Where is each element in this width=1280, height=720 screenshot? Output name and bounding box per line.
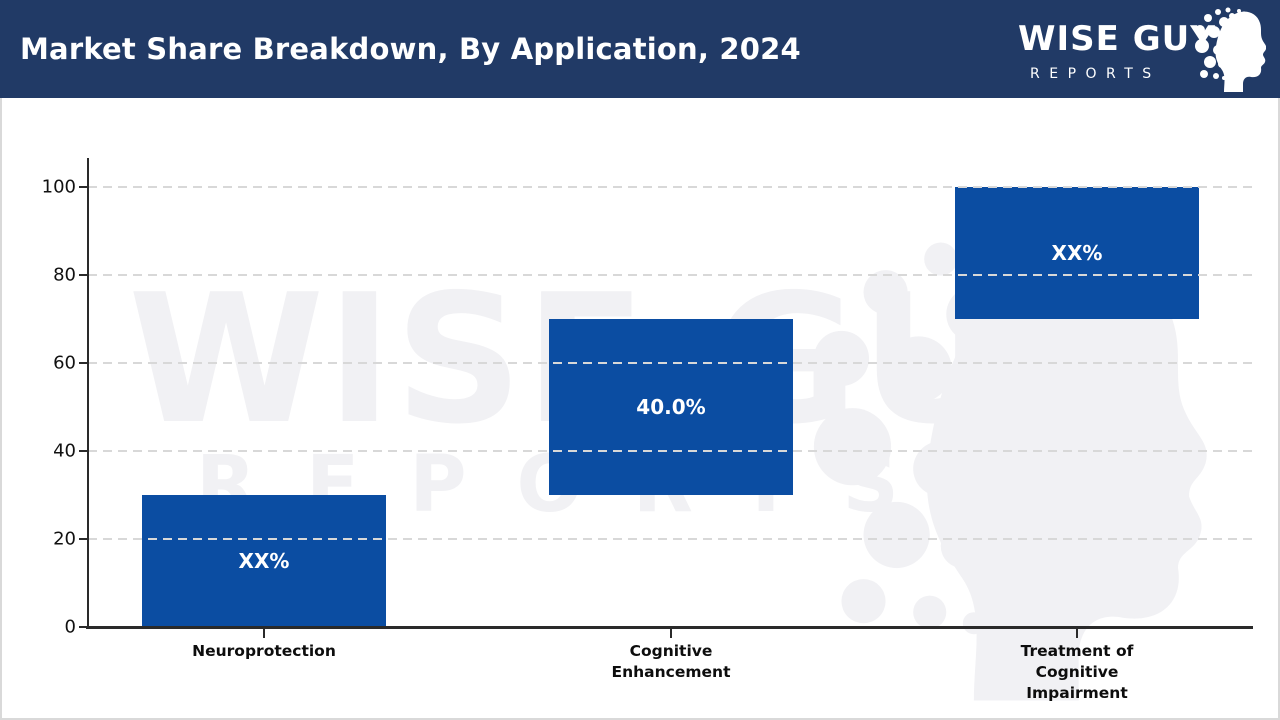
x-axis-tick <box>263 629 265 638</box>
logo-text-line2: REPORTS <box>1030 66 1161 82</box>
y-gridline <box>88 186 1253 188</box>
brand-head-icon <box>1195 7 1266 92</box>
bar-value-label: XX% <box>238 549 290 573</box>
page-title: Market Share Breakdown, By Application, … <box>20 32 801 66</box>
y-axis-tick <box>79 362 87 364</box>
y-gridline <box>88 362 1253 364</box>
y-axis-tick <box>79 274 87 276</box>
wise-guy-reports-logo: WISE GUY REPORTS <box>1018 7 1266 92</box>
y-axis-tick-label: 80 <box>53 264 76 286</box>
category-label: Cognitive Enhancement <box>611 642 731 681</box>
y-gridline <box>88 274 1253 276</box>
y-axis-tick-label: 0 <box>64 616 76 638</box>
header-bar: Market Share Breakdown, By Application, … <box>0 0 1280 98</box>
category-label: Neuroprotection <box>192 642 336 660</box>
bar-segment <box>955 187 1199 319</box>
x-axis-tick <box>1076 629 1078 638</box>
bar-segment <box>142 495 386 627</box>
x-axis-tick <box>670 629 672 638</box>
y-axis-tick-label: 20 <box>53 528 76 550</box>
y-gridline <box>88 538 1253 540</box>
x-axis-line <box>86 626 1253 629</box>
y-axis-tick <box>79 626 87 628</box>
bar-segment <box>549 319 793 495</box>
y-axis-tick-label: 40 <box>53 440 76 462</box>
bar-value-label: 40.0% <box>636 395 706 419</box>
chart-card: WISE GUY REPORTS XX%40.0%XX%020406080100… <box>0 98 1280 720</box>
category-label: Treatment of Cognitive Impairment <box>1020 642 1134 702</box>
bar-chart: XX% 40.0% XX% 0 20 40 60 80 100 Neuroprotection Co… <box>0 98 1280 720</box>
logo-text-line1: WISE GUY <box>1018 19 1216 59</box>
bar-value-label: XX% <box>1051 241 1103 265</box>
y-axis-tick <box>79 186 87 188</box>
y-axis-tick <box>79 450 87 452</box>
y-axis-tick <box>79 538 87 540</box>
y-gridline <box>88 450 1253 452</box>
y-axis-tick-label: 100 <box>41 176 76 198</box>
y-axis-tick-label: 60 <box>53 352 76 374</box>
y-axis-line <box>87 158 89 629</box>
